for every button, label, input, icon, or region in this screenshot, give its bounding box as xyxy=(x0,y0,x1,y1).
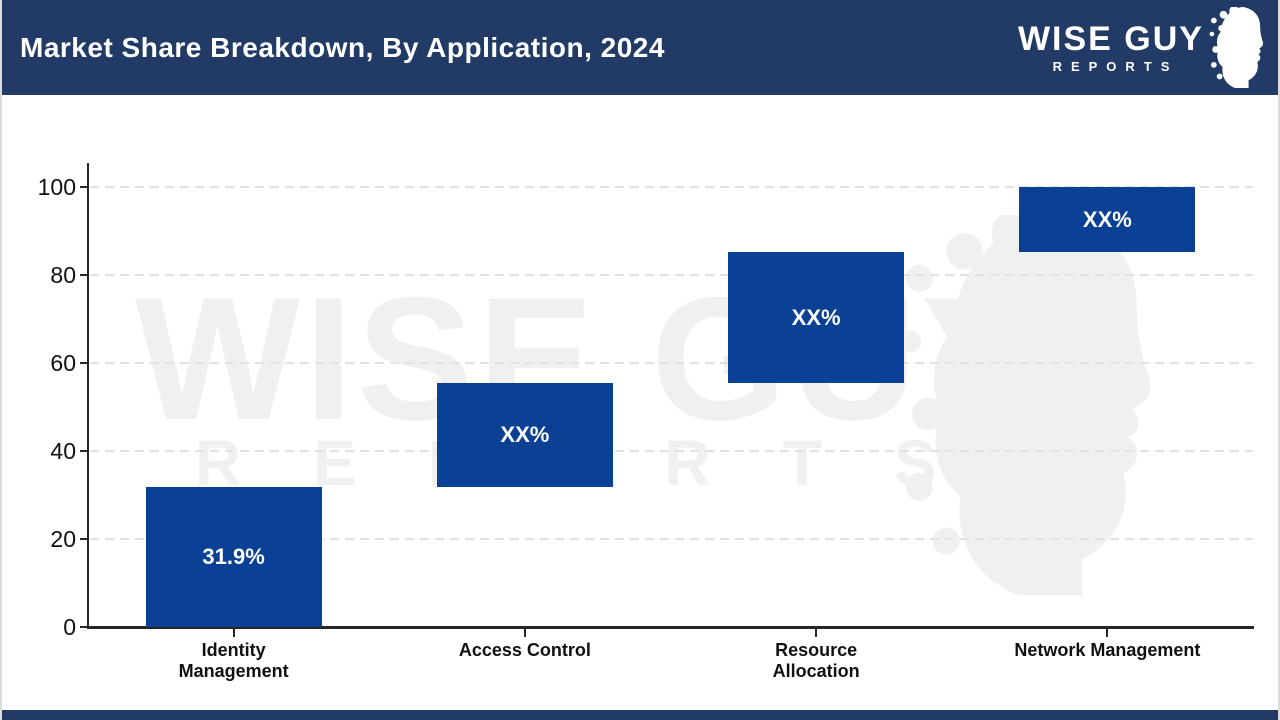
y-tick-mark-40 xyxy=(80,450,88,452)
y-tick-label-80: 80 xyxy=(50,262,76,288)
header-bar: Market Share Breakdown, By Application, … xyxy=(0,0,1280,95)
y-tick-label-40: 40 xyxy=(50,438,76,464)
chart-title: Market Share Breakdown, By Application, … xyxy=(20,31,665,63)
x-tick-mark-identity-management xyxy=(232,629,235,637)
x-category-label-identity-management: Identity Management xyxy=(178,640,289,681)
bar-value-label-access-control: XX% xyxy=(500,421,550,447)
bar-network-management: XX% xyxy=(1019,187,1196,253)
brand-logo: WISE GUY REPORTS xyxy=(1018,6,1280,89)
x-axis-line xyxy=(87,626,1254,629)
bar-value-label-resource-allocation: XX% xyxy=(791,304,841,330)
face-profile-icon xyxy=(1209,6,1264,88)
x-tick-mark-network-management xyxy=(1106,629,1109,637)
x-tick-mark-resource-allocation xyxy=(815,629,818,637)
y-tick-label-100: 100 xyxy=(37,174,76,200)
y-tick-mark-0 xyxy=(80,626,88,628)
x-tick-mark-access-control xyxy=(523,629,526,637)
bar-access-control: XX% xyxy=(436,383,613,487)
y-tick-label-60: 60 xyxy=(50,350,76,376)
gridline-20 xyxy=(90,538,1253,540)
bar-value-label-network-management: XX% xyxy=(1082,206,1132,232)
gridline-80 xyxy=(90,274,1253,276)
y-tick-mark-80 xyxy=(80,274,88,276)
y-tick-label-0: 0 xyxy=(63,614,76,640)
x-category-label-resource-allocation: Resource Allocation xyxy=(772,640,860,681)
bar-value-label-identity-management: 31.9% xyxy=(202,543,265,569)
x-category-label-access-control: Access Control xyxy=(458,640,591,660)
brand-logo-text: WISE GUY REPORTS xyxy=(1018,21,1204,75)
gridline-100 xyxy=(90,186,1253,188)
brand-name: WISE GUY xyxy=(1017,19,1204,58)
y-tick-mark-100 xyxy=(80,186,88,188)
bar-identity-management: 31.9% xyxy=(145,486,322,627)
gridline-60 xyxy=(90,362,1253,364)
bar-resource-allocation: XX% xyxy=(728,252,905,384)
brand-subtitle: REPORTS xyxy=(1052,58,1179,74)
gridline-40 xyxy=(90,450,1253,452)
y-tick-mark-20 xyxy=(80,538,88,540)
y-tick-mark-60 xyxy=(80,362,88,364)
y-axis-line xyxy=(87,163,89,627)
y-tick-label-20: 20 xyxy=(50,526,76,552)
footer-bar xyxy=(0,710,1280,720)
x-category-label-network-management: Network Management xyxy=(1014,640,1201,660)
